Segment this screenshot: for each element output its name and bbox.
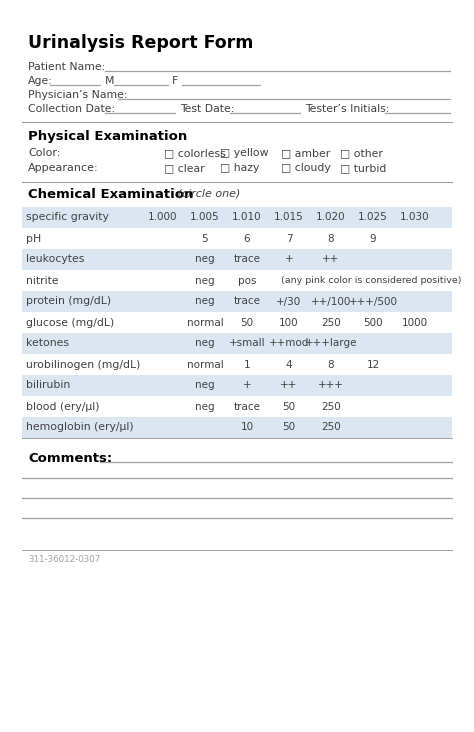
Text: □ colorless: □ colorless [164, 148, 225, 158]
Text: (any pink color is considered positive): (any pink color is considered positive) [281, 276, 462, 285]
Bar [22, 333, 452, 354]
Text: 250: 250 [321, 401, 341, 411]
Text: trace: trace [234, 401, 261, 411]
Text: 1.020: 1.020 [316, 212, 346, 223]
Text: neg: neg [195, 381, 215, 390]
Text: 50: 50 [283, 401, 296, 411]
Text: ++: ++ [322, 255, 340, 264]
Text: urobilinogen (mg/dL): urobilinogen (mg/dL) [26, 359, 140, 370]
Bar [22, 375, 452, 396]
Text: bilirubin: bilirubin [26, 381, 70, 390]
Text: 9: 9 [370, 234, 376, 244]
Text: 500: 500 [363, 318, 383, 327]
Text: 1.010: 1.010 [232, 212, 262, 223]
Bar [22, 207, 452, 228]
Text: 4: 4 [286, 359, 292, 370]
Text: Appearance:: Appearance: [28, 163, 99, 173]
Text: □ amber: □ amber [281, 148, 330, 158]
Text: 100: 100 [279, 318, 299, 327]
Text: normal: normal [187, 318, 223, 327]
Text: +++large: +++large [305, 338, 357, 348]
Text: Age:: Age: [28, 76, 53, 86]
Text: Chemical Examination: Chemical Examination [28, 188, 193, 201]
Text: neg: neg [195, 296, 215, 307]
Text: □ turbid: □ turbid [340, 163, 387, 173]
Text: 1.005: 1.005 [190, 212, 220, 223]
Text: +small: +small [228, 338, 265, 348]
Text: 12: 12 [366, 359, 380, 370]
Text: Tester’s Initials:: Tester’s Initials: [305, 104, 389, 114]
Text: ketones: ketones [26, 338, 69, 348]
Text: 10: 10 [240, 422, 254, 433]
Text: 8: 8 [328, 234, 334, 244]
Text: pH: pH [26, 234, 41, 244]
Text: hemoglobin (ery/µl): hemoglobin (ery/µl) [26, 422, 134, 433]
Text: trace: trace [234, 296, 261, 307]
Text: nitrite: nitrite [26, 275, 59, 285]
Text: +/30: +/30 [276, 296, 301, 307]
Text: 6: 6 [244, 234, 250, 244]
Text: glucose (mg/dL): glucose (mg/dL) [26, 318, 114, 327]
Text: Physical Examination: Physical Examination [28, 130, 187, 143]
Text: +++/500: +++/500 [348, 296, 398, 307]
Text: M: M [105, 76, 115, 86]
Text: □ other: □ other [340, 148, 383, 158]
Text: □ cloudy: □ cloudy [281, 163, 330, 173]
Text: pos: pos [238, 275, 256, 285]
Text: neg: neg [195, 401, 215, 411]
Text: ++: ++ [281, 381, 298, 390]
Text: 5: 5 [202, 234, 208, 244]
Text: 1: 1 [244, 359, 250, 370]
Text: ++mod: ++mod [269, 338, 309, 348]
Text: Test Date:: Test Date: [180, 104, 234, 114]
Text: □ yellow: □ yellow [220, 148, 269, 158]
Text: specific gravity: specific gravity [26, 212, 109, 223]
Text: neg: neg [195, 275, 215, 285]
Text: ++/100: ++/100 [311, 296, 351, 307]
Bar [22, 291, 452, 312]
Text: 8: 8 [328, 359, 334, 370]
Text: Collection Date:: Collection Date: [28, 104, 115, 114]
Text: (circle one): (circle one) [174, 188, 240, 198]
Text: 1.030: 1.030 [400, 212, 430, 223]
Text: 250: 250 [321, 318, 341, 327]
Text: +: + [285, 255, 293, 264]
Text: +++: +++ [318, 381, 344, 390]
Text: F: F [172, 76, 178, 86]
Text: 1.025: 1.025 [358, 212, 388, 223]
Text: Urinalysis Report Form: Urinalysis Report Form [28, 34, 254, 52]
Text: Patient Name:: Patient Name: [28, 62, 105, 72]
Bar [22, 417, 452, 438]
Bar [22, 249, 452, 270]
Text: protein (mg/dL): protein (mg/dL) [26, 296, 111, 307]
Text: blood (ery/µl): blood (ery/µl) [26, 401, 100, 411]
Text: trace: trace [234, 255, 261, 264]
Text: 1000: 1000 [402, 318, 428, 327]
Text: □ clear: □ clear [164, 163, 204, 173]
Text: leukocytes: leukocytes [26, 255, 84, 264]
Text: neg: neg [195, 338, 215, 348]
Text: □ hazy: □ hazy [220, 163, 260, 173]
Text: 1.000: 1.000 [148, 212, 178, 223]
Text: 50: 50 [283, 422, 296, 433]
Text: normal: normal [187, 359, 223, 370]
Text: 1.015: 1.015 [274, 212, 304, 223]
Text: neg: neg [195, 255, 215, 264]
Text: 250: 250 [321, 422, 341, 433]
Text: 7: 7 [286, 234, 292, 244]
Text: Color:: Color: [28, 148, 60, 158]
Text: 311-36012-0307: 311-36012-0307 [28, 555, 100, 564]
Text: 50: 50 [240, 318, 254, 327]
Text: Comments:: Comments: [28, 452, 112, 465]
Text: Physician’s Name:: Physician’s Name: [28, 90, 128, 100]
Text: +: + [243, 381, 251, 390]
